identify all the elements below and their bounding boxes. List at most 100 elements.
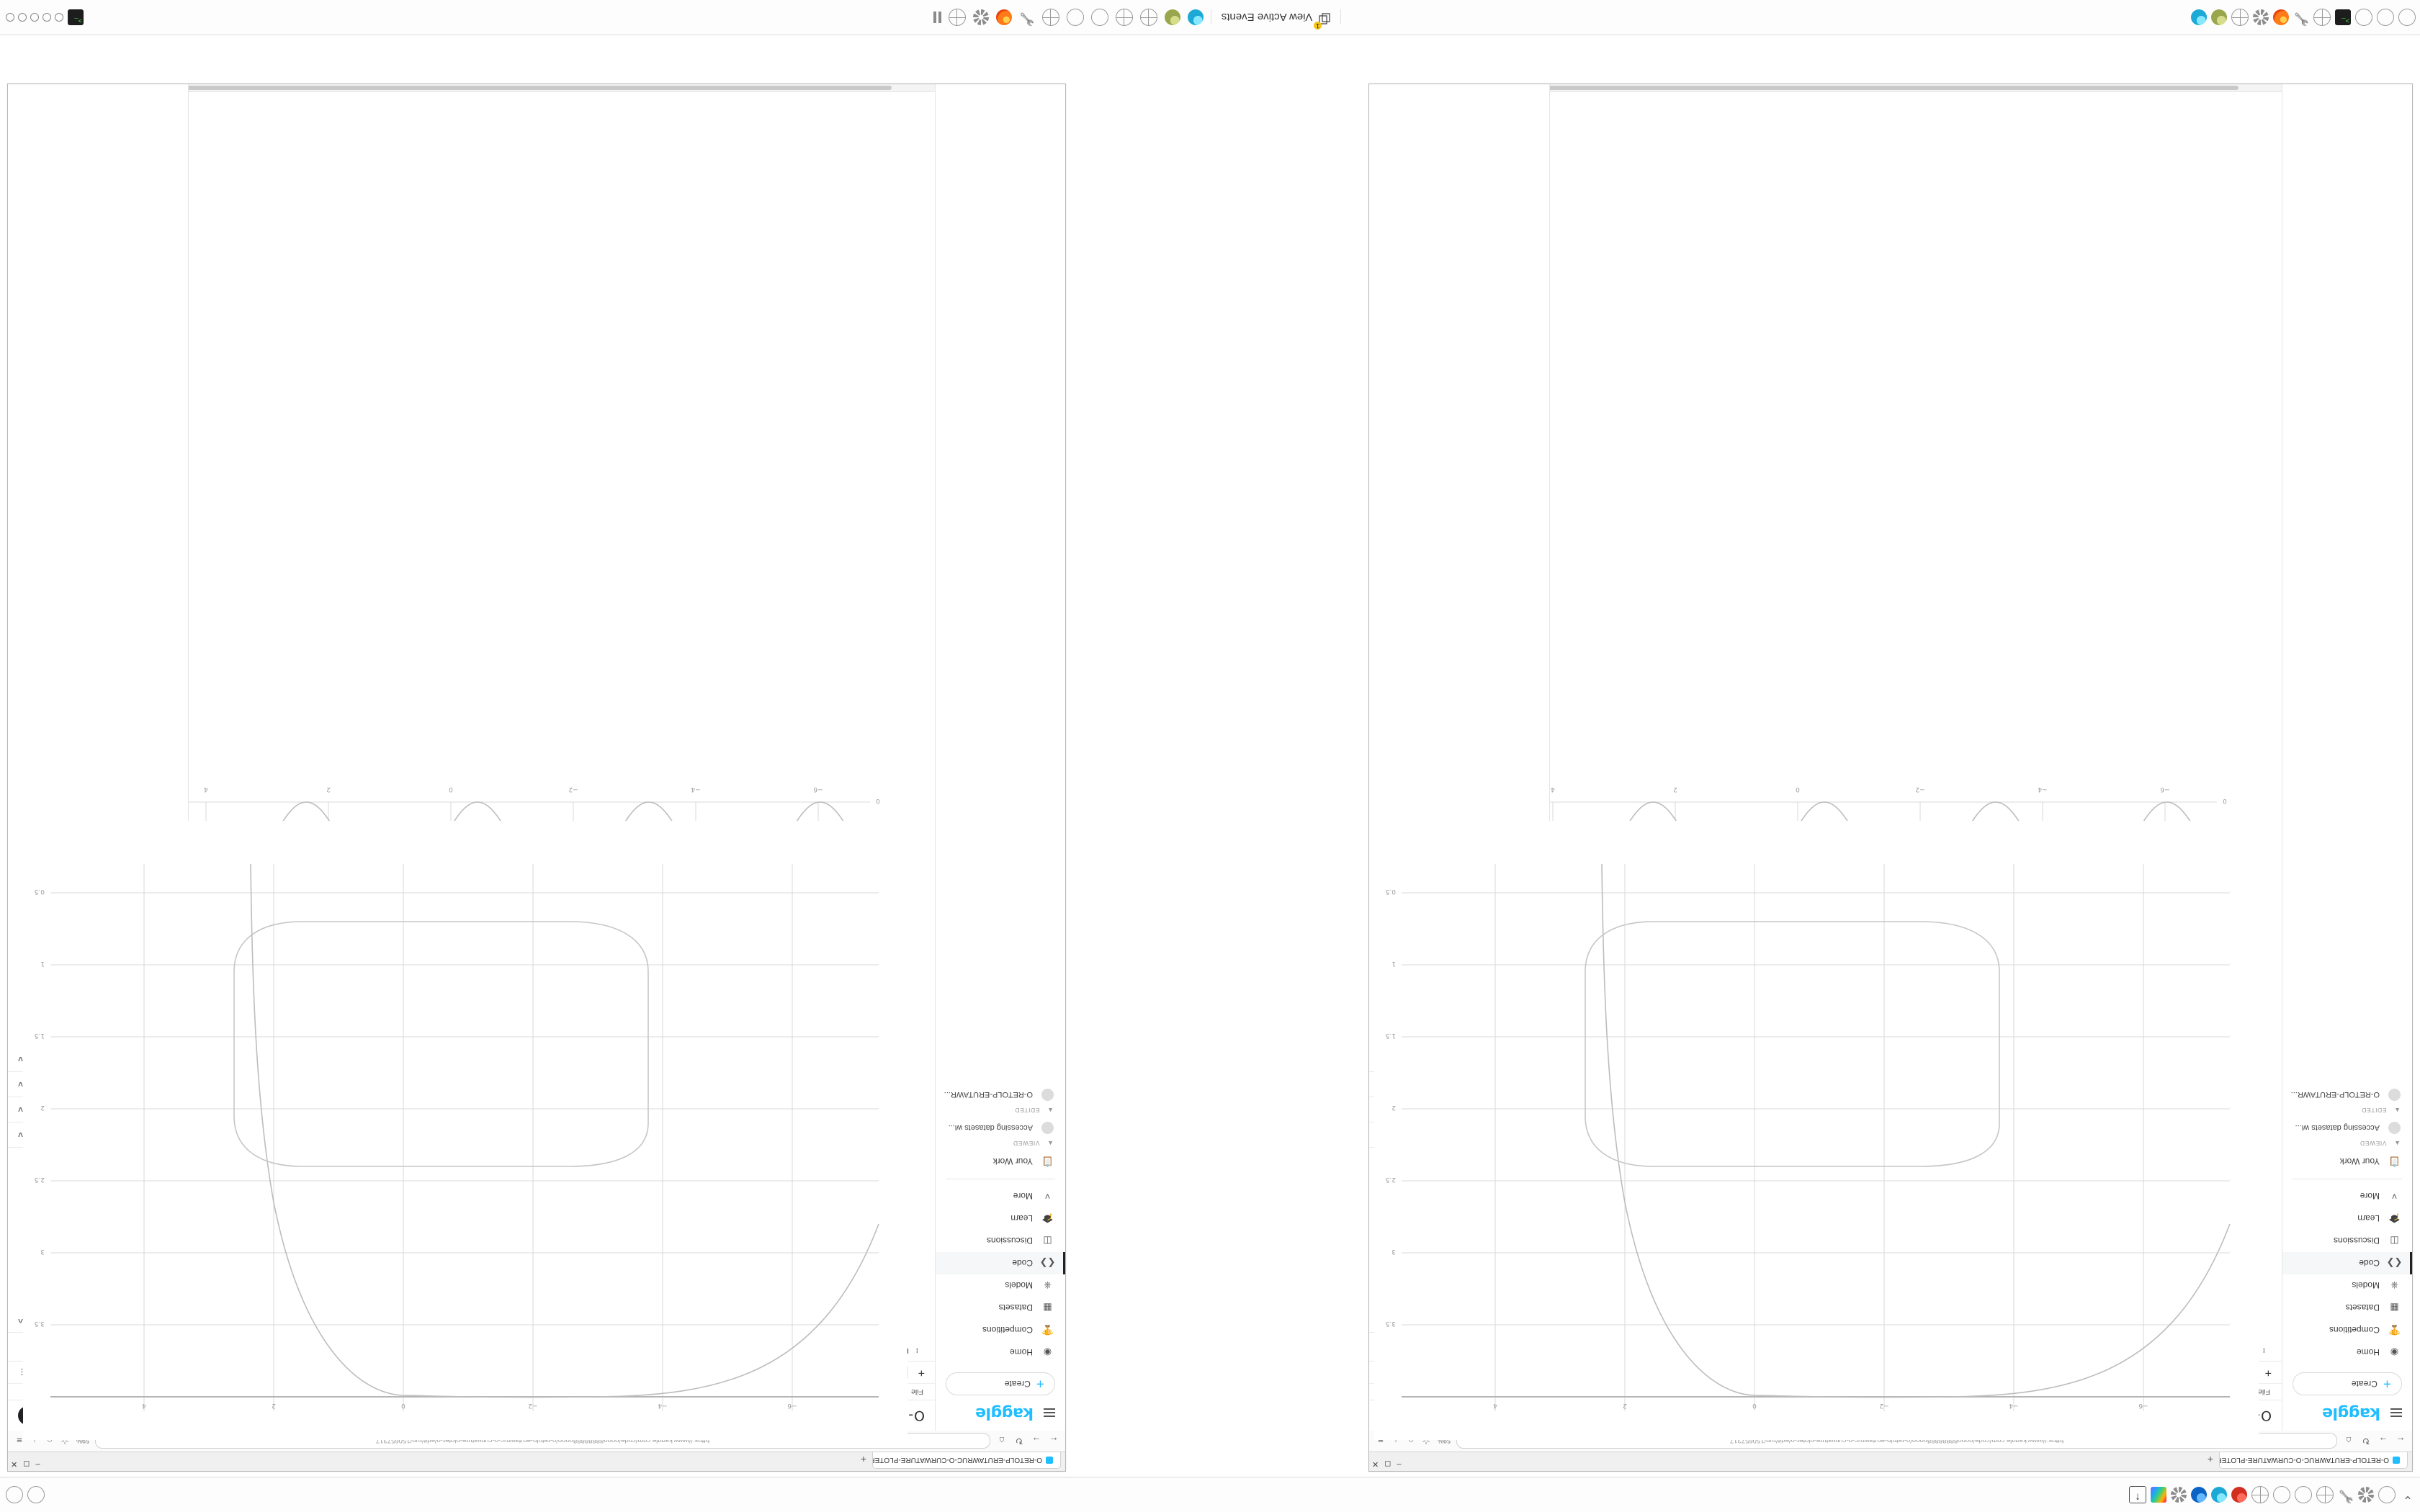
app-icon[interactable] bbox=[2191, 9, 2207, 25]
sidebar-item-code[interactable]: ❮❯ Code bbox=[2282, 1252, 2412, 1274]
horizontal-scrollbar-b[interactable] bbox=[189, 84, 935, 92]
maximize-icon[interactable]: ◻ bbox=[23, 1459, 30, 1468]
app-icon[interactable] bbox=[2191, 1487, 2207, 1503]
menu-file[interactable]: File bbox=[2258, 1387, 2270, 1396]
taskbar-right-tray[interactable] bbox=[0, 9, 84, 25]
sidebar-item-datasets[interactable]: ▦ Datasets bbox=[936, 1297, 1065, 1319]
gear-icon[interactable] bbox=[2253, 9, 2269, 25]
viewed-section-header[interactable]: ▲ VIEWED bbox=[2282, 1138, 2412, 1151]
forward-icon[interactable]: → bbox=[1031, 1435, 1041, 1446]
add-cell-button[interactable]: + bbox=[2264, 1367, 2272, 1379]
taskbar-left-tray[interactable] bbox=[2191, 9, 2420, 26]
hamburger-icon[interactable] bbox=[1044, 1408, 1055, 1418]
browser-icon[interactable] bbox=[2251, 1486, 2269, 1503]
kaggle-logo[interactable]: kaggle bbox=[975, 1404, 1034, 1422]
browser-icon[interactable] bbox=[2313, 9, 2331, 26]
sidebar-item-code[interactable]: ❮❯ Code bbox=[936, 1252, 1065, 1274]
sidebar-item-discussions[interactable]: ◫ Discussions bbox=[936, 1230, 1065, 1252]
terminal-icon[interactable] bbox=[2335, 9, 2351, 25]
menu-file[interactable]: File bbox=[911, 1387, 923, 1396]
sidebar-item-models[interactable]: ⎈ Models bbox=[936, 1274, 1065, 1297]
home-icon[interactable]: ⌂ bbox=[2346, 1435, 2352, 1446]
chevron-down-icon[interactable]: ˅ bbox=[18, 1129, 24, 1140]
sidebar-item-models[interactable]: ⎈ Models bbox=[2282, 1274, 2412, 1297]
minimize-icon[interactable]: – bbox=[35, 1460, 40, 1469]
create-button[interactable]: + Create bbox=[946, 1372, 1055, 1395]
sidebar-item-more[interactable]: ˅ More bbox=[2282, 1185, 2412, 1207]
viewed-section-header[interactable]: ▲ VIEWED bbox=[936, 1138, 1065, 1151]
firefox-icon[interactable] bbox=[995, 9, 1012, 25]
gear-icon[interactable] bbox=[2358, 1487, 2374, 1503]
app-icon[interactable] bbox=[2231, 1487, 2247, 1503]
sidebar-item-home[interactable]: ◉ Home bbox=[936, 1341, 1065, 1364]
new-tab-button[interactable]: + bbox=[2207, 1454, 2213, 1465]
close-icon[interactable]: ✕ bbox=[11, 1459, 18, 1468]
new-tab-button[interactable]: + bbox=[860, 1454, 866, 1465]
wrench-icon[interactable] bbox=[2338, 1487, 2354, 1503]
sidebar-item-your-work[interactable]: 📋 Your Work bbox=[2282, 1151, 2412, 1173]
browser-icon[interactable] bbox=[1139, 9, 1157, 26]
kaggle-header-a[interactable]: kaggle bbox=[2282, 1397, 2412, 1425]
horizontal-scrollbar-a[interactable] bbox=[1550, 84, 2282, 92]
home-icon[interactable]: ⌂ bbox=[999, 1435, 1005, 1446]
sidebar-item-learn[interactable]: 🎓 Learn bbox=[2282, 1207, 2412, 1230]
wrench-icon[interactable] bbox=[2293, 9, 2309, 25]
sidebar-item-more[interactable]: ˅ More bbox=[936, 1185, 1065, 1207]
chevron-down-icon[interactable]: ˅ bbox=[18, 1104, 24, 1115]
reload-icon[interactable]: ↻ bbox=[2362, 1436, 2370, 1446]
pause-icon[interactable] bbox=[933, 12, 941, 23]
chevron-down-icon[interactable] bbox=[2400, 1487, 2416, 1503]
back-icon[interactable]: ← bbox=[2396, 1435, 2406, 1446]
taskbar[interactable]: 1 View Active Events bbox=[0, 0, 2420, 35]
recent-item-edited[interactable]: O-RETOLP-ERUTAWR... bbox=[936, 1084, 1065, 1105]
wrench-icon[interactable] bbox=[1019, 9, 1035, 25]
add-cell-button[interactable]: + bbox=[918, 1367, 925, 1379]
kaggle-sidebar-a[interactable]: kaggle + Create ◉ Home 🏆 Competitions ▦ … bbox=[2282, 84, 2412, 1431]
browser-icon[interactable] bbox=[1115, 9, 1133, 26]
app-icon[interactable] bbox=[1187, 9, 1204, 25]
app-icon[interactable] bbox=[1164, 9, 1180, 25]
minimize-icon[interactable]: – bbox=[1397, 1460, 1402, 1469]
sidebar-item-competitions[interactable]: 🏆 Competitions bbox=[2282, 1319, 2412, 1341]
kaggle-header-b[interactable]: kaggle bbox=[936, 1397, 1065, 1425]
app-icon[interactable] bbox=[1066, 9, 1084, 26]
hamburger-icon[interactable] bbox=[2390, 1408, 2402, 1418]
view-active-events[interactable]: 1 View Active Events bbox=[1210, 9, 1342, 30]
sidebar-item-learn[interactable]: 🎓 Learn bbox=[936, 1207, 1065, 1230]
back-icon[interactable]: ← bbox=[1049, 1435, 1059, 1446]
window-controls-b[interactable]: – ◻ ✕ bbox=[11, 1459, 40, 1469]
sidebar-item-home[interactable]: ◉ Home bbox=[2282, 1341, 2412, 1364]
browser-tab[interactable]: O-RETOLP-ERUTAWRUC-O-CURWATURE-PLOTER-O … bbox=[872, 1452, 1061, 1469]
reload-icon[interactable]: ↻ bbox=[1015, 1436, 1023, 1446]
app-icon[interactable] bbox=[2211, 1487, 2227, 1503]
edited-section-header[interactable]: ▲ EDITED bbox=[936, 1105, 1065, 1117]
browser-tab[interactable]: O-RETOLP-ERUTAWRUC-O-CURWATURE-PLOTER-O … bbox=[2219, 1452, 2408, 1469]
create-button[interactable]: + Create bbox=[2293, 1372, 2402, 1395]
app-icon[interactable] bbox=[1090, 9, 1108, 26]
browser-icon[interactable] bbox=[1041, 9, 1059, 26]
recent-item-edited[interactable]: O-RETOLP-ERUTAWR... bbox=[2282, 1084, 2412, 1105]
taskbar-secondary[interactable] bbox=[0, 1477, 2420, 1512]
sidebar-item-competitions[interactable]: 🏆 Competitions bbox=[936, 1319, 1065, 1341]
recent-item-viewed[interactable]: Accessing datasets wi... bbox=[936, 1117, 1065, 1138]
chevron-down-icon[interactable]: ˅ bbox=[18, 1079, 24, 1089]
gear-icon[interactable] bbox=[972, 9, 989, 25]
maximize-icon[interactable]: ◻ bbox=[1384, 1459, 1392, 1468]
terminal-icon[interactable] bbox=[68, 9, 84, 25]
edited-section-header[interactable]: ▲ EDITED bbox=[2282, 1105, 2412, 1117]
upload-icon[interactable] bbox=[2129, 1486, 2146, 1503]
chevron-down-icon[interactable]: ˅ bbox=[18, 1053, 24, 1064]
tab-strip-a[interactable]: O-RETOLP-ERUTAWRUC-O-CURWATURE-PLOTER-O … bbox=[1369, 1452, 2412, 1471]
browser-icon[interactable] bbox=[948, 9, 966, 26]
taskbar-secondary-right[interactable] bbox=[0, 1486, 45, 1503]
taskbar-center[interactable]: 1 View Active Events bbox=[84, 9, 2191, 30]
color-app-icon[interactable] bbox=[2151, 1487, 2166, 1503]
close-icon[interactable]: ✕ bbox=[1372, 1459, 1379, 1468]
sidebar-item-datasets[interactable]: ▦ Datasets bbox=[2282, 1297, 2412, 1319]
browser-icon[interactable] bbox=[2231, 9, 2249, 26]
firefox-icon[interactable] bbox=[2273, 9, 2289, 25]
browser-icon[interactable] bbox=[2316, 1486, 2334, 1503]
app-icon[interactable] bbox=[2273, 1486, 2290, 1503]
sidebar-item-your-work[interactable]: 📋 Your Work bbox=[936, 1151, 1065, 1173]
taskbar-secondary-left[interactable] bbox=[2129, 1486, 2420, 1503]
